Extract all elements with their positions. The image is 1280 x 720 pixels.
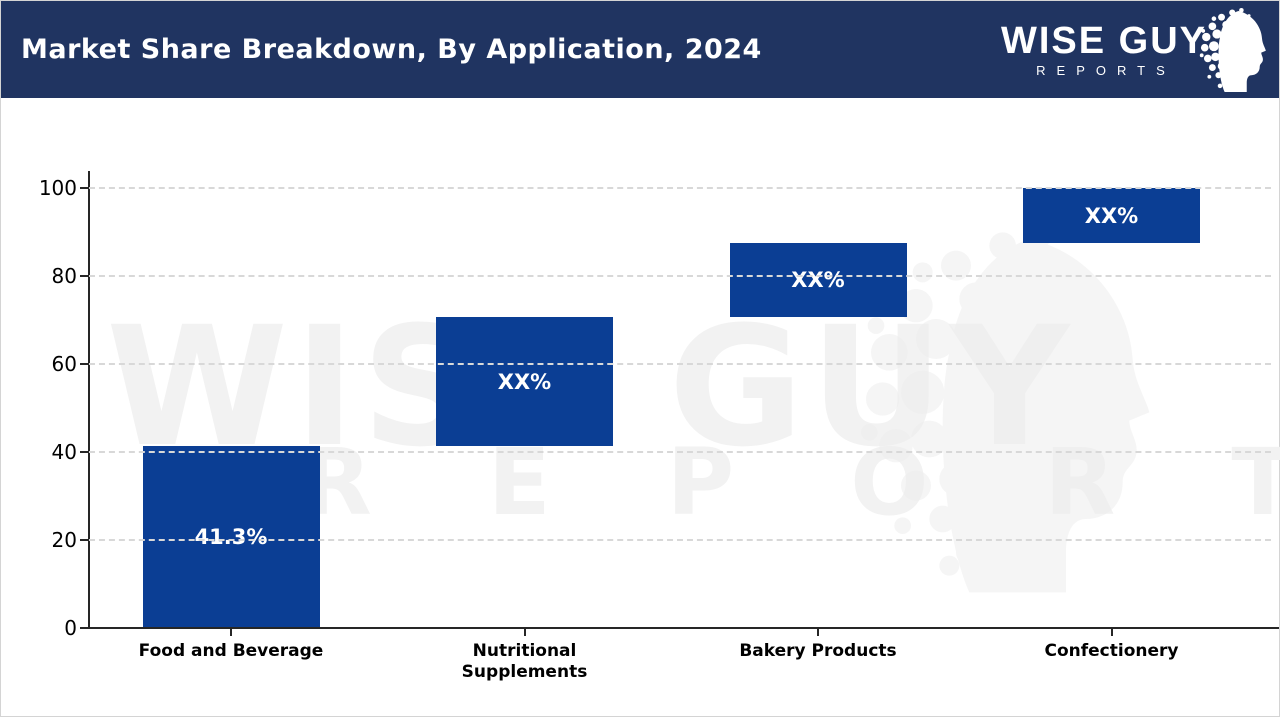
y-axis-line [88, 171, 90, 629]
gridline [89, 451, 1271, 453]
bar: XX% [1023, 188, 1200, 243]
gridline [89, 539, 1271, 541]
y-axis-tick-mark [80, 275, 88, 277]
gridline [89, 363, 1271, 365]
y-axis-tick-label: 100 [38, 176, 77, 200]
wiseguy-brand-name: WISE GUY [1000, 20, 1207, 62]
x-axis-line [87, 627, 1279, 629]
y-axis-tick-label: 0 [64, 616, 77, 640]
bar: XX% [436, 316, 613, 447]
x-axis-category-label: Food and Beverage [138, 641, 324, 661]
bar-value-label: XX% [791, 267, 845, 292]
x-axis-category-label: Confectionery [1044, 641, 1179, 661]
y-axis-tick-mark [80, 187, 88, 189]
bar: 41.3% [142, 446, 320, 628]
chart-title: Market Share Breakdown, By Application, … [21, 34, 762, 65]
wiseguy-brand-subtitle: REPORTS [1036, 63, 1176, 78]
wiseguy-logo-text: WISE GUY REPORTS [1001, 22, 1207, 77]
y-axis-tick-mark [80, 451, 88, 453]
y-axis-tick-mark [80, 539, 88, 541]
x-axis-tick-mark [817, 629, 819, 636]
x-axis-tick-mark [1110, 629, 1113, 636]
bar-value-label: XX% [497, 369, 552, 394]
wiseguy-logo: WISE GUY REPORTS [1001, 7, 1269, 92]
y-axis-tick-label: 20 [51, 528, 77, 552]
bar-value-label: XX% [1084, 203, 1139, 228]
y-axis-tick-label: 60 [51, 352, 77, 376]
bar-value-label: 41.3% [194, 525, 268, 550]
gridline [89, 187, 1271, 189]
x-axis-tick-mark [523, 629, 526, 636]
y-axis-tick-mark [80, 363, 88, 365]
gridline [89, 275, 1271, 277]
x-axis-category-label: Nutritional Supplements [461, 641, 588, 683]
y-axis-tick-label: 40 [51, 440, 77, 464]
bar: XX% [729, 243, 907, 317]
x-axis-tick-mark [230, 629, 232, 636]
y-axis-tick-label: 80 [51, 264, 77, 288]
header-bar: Market Share Breakdown, By Application, … [1, 1, 1279, 98]
y-axis-tick-mark [80, 627, 88, 629]
x-axis-category-label: Bakery Products [739, 641, 897, 661]
wiseguy-face-icon [1199, 7, 1266, 92]
